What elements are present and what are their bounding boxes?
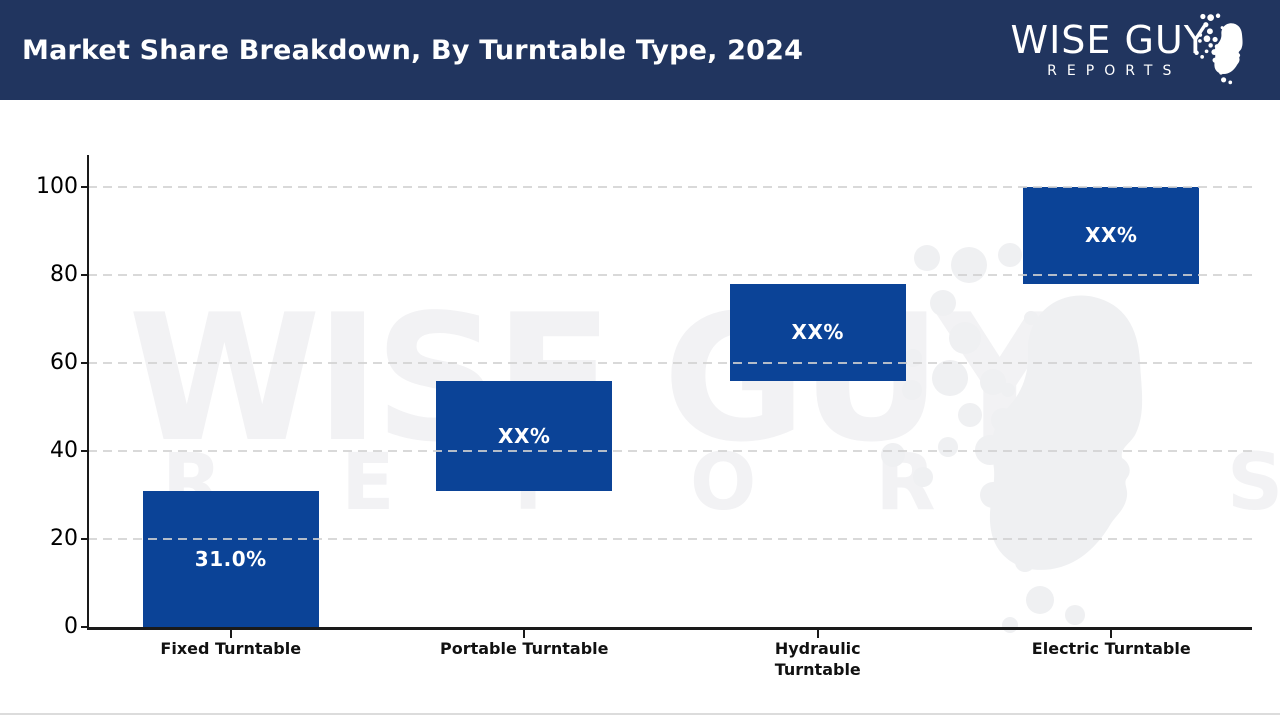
page-title: Market Share Breakdown, By Turntable Typ…	[22, 34, 804, 66]
x-tick-mark	[816, 630, 819, 638]
y-tick-mark	[81, 362, 88, 364]
gridline-60	[88, 362, 1252, 364]
brand-logo-text: WISE GUY REPORTS	[1010, 18, 1208, 79]
y-axis-line	[87, 155, 89, 630]
y-tick-mark	[81, 274, 88, 276]
y-tick-label: 20	[50, 526, 78, 551]
y-tick-mark	[81, 626, 88, 628]
y-tick-label: 80	[50, 262, 78, 287]
head-silhouette-icon	[1194, 13, 1243, 85]
y-tick-mark	[81, 538, 88, 540]
bar-portable-turntable: XX%	[436, 380, 613, 491]
x-category-label: Portable Turntable	[440, 639, 609, 658]
bar-electric-turntable: XX%	[1023, 187, 1200, 284]
gridline-40	[88, 450, 1252, 452]
bar-fixed-turntable: 31.0%	[142, 490, 319, 627]
watermark-head-silhouette-icon	[881, 243, 1143, 633]
bar-value-label: XX%	[791, 320, 844, 345]
x-category-label: Electric Turntable	[1031, 639, 1191, 658]
brand-name: WISE GUY	[1010, 18, 1208, 63]
y-tick-label: 100	[36, 174, 78, 199]
bar-value-label: XX%	[498, 423, 551, 448]
x-category-label: Hydraulic Turntable	[774, 639, 861, 679]
brand-subname: REPORTS	[1047, 62, 1182, 79]
bar-value-label: 31.0%	[194, 546, 267, 571]
gridline-20	[88, 538, 1252, 540]
x-tick-mark	[523, 630, 526, 638]
gridline-80	[88, 274, 1252, 276]
y-tick-mark	[81, 450, 88, 452]
bottom-divider	[0, 713, 1280, 715]
y-tick-label: 0	[64, 614, 78, 639]
x-tick-mark	[1110, 630, 1113, 638]
bar-hydraulic-turntable: XX%	[729, 283, 906, 381]
brand-logo: WISE GUY REPORTS	[1011, 6, 1268, 94]
x-category-label: Fixed Turntable	[160, 639, 302, 658]
chart-area: WISE GUY R E P O R T S 0 20 40 60 80 100 31.0…	[0, 100, 1280, 720]
x-axis-line	[88, 627, 1252, 630]
y-tick-label: 40	[50, 438, 78, 463]
bar-value-label: XX%	[1085, 223, 1138, 248]
y-tick-label: 60	[50, 350, 78, 375]
x-tick-mark	[229, 630, 232, 638]
gridline-100	[88, 186, 1252, 188]
header-bar: Market Share Breakdown, By Turntable Typ…	[0, 0, 1280, 100]
y-tick-mark	[81, 186, 88, 188]
